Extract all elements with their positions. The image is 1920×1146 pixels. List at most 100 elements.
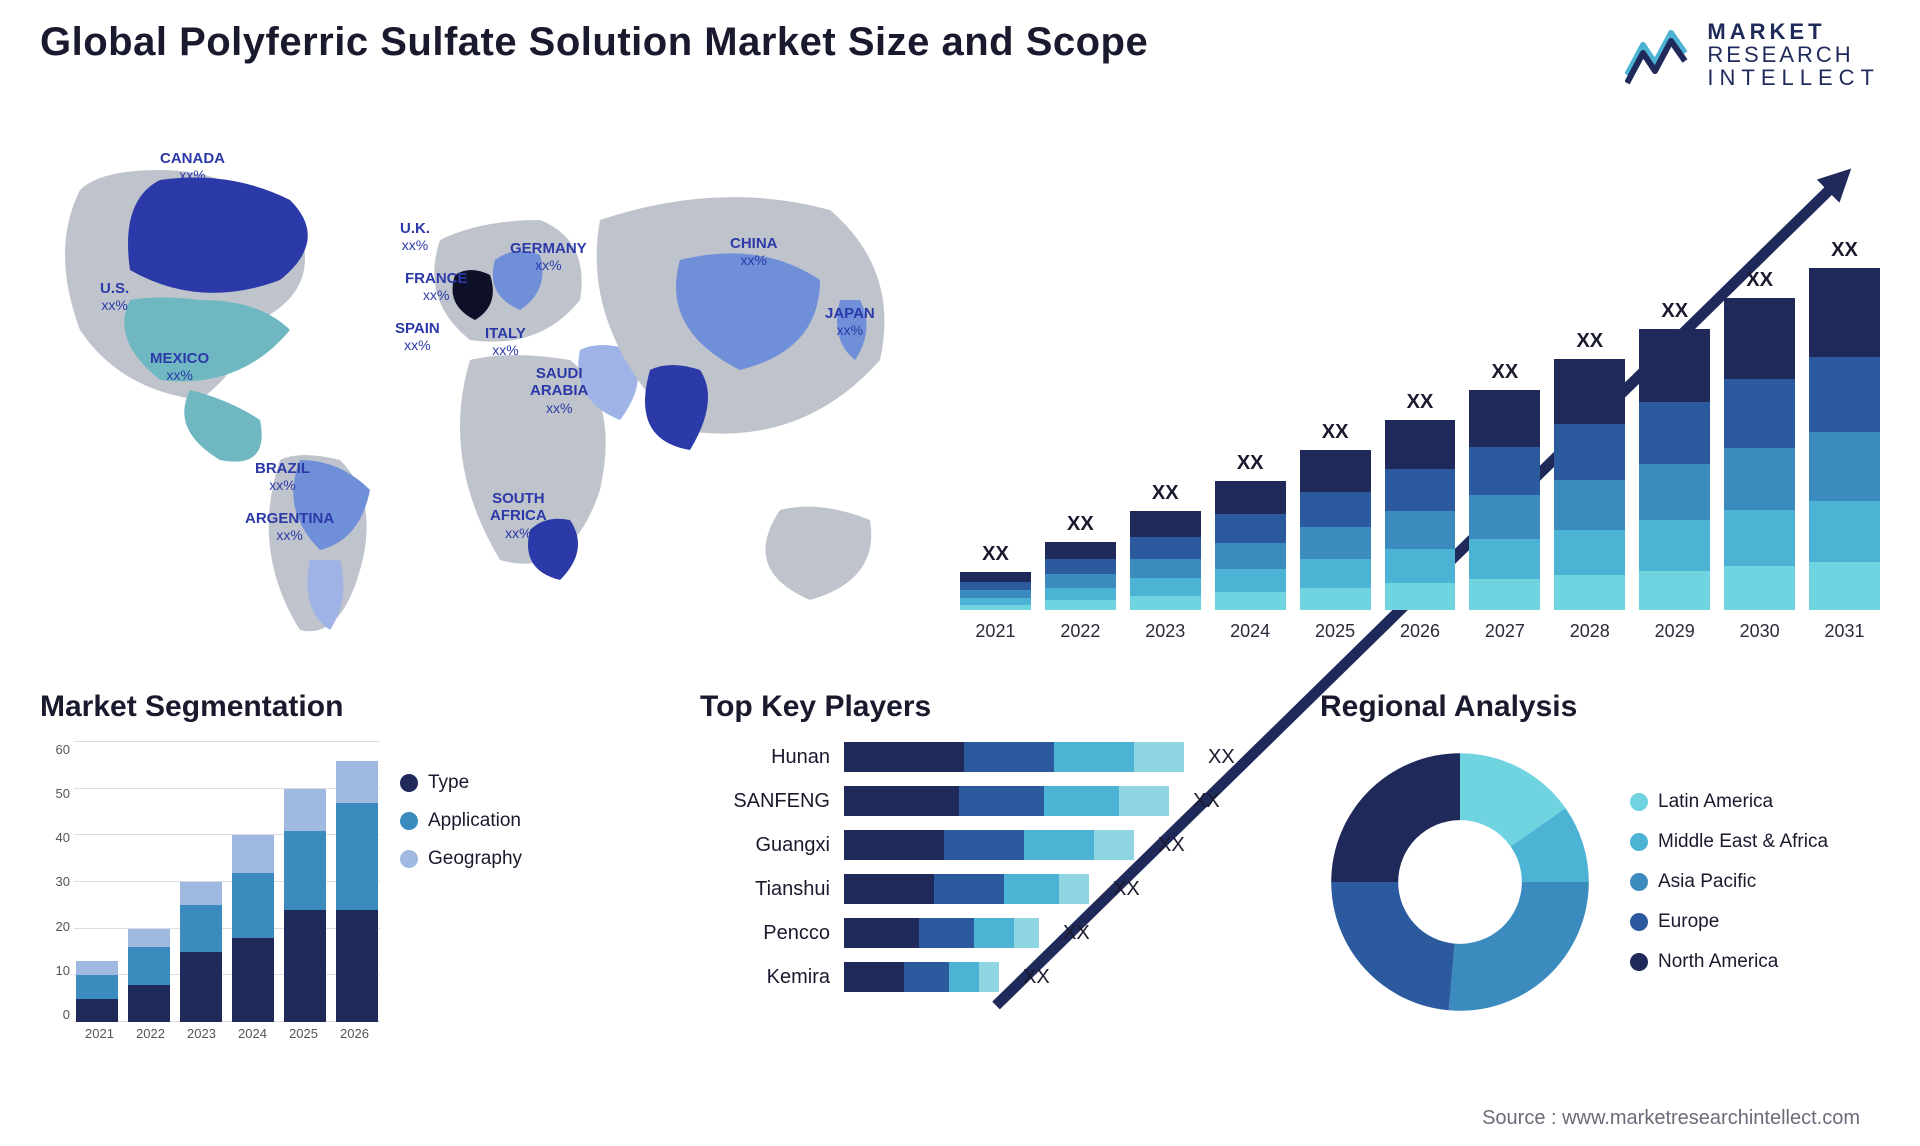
player-value: XX [1063, 922, 1090, 945]
header: Global Polyferric Sulfate Solution Marke… [40, 20, 1880, 89]
map-label: FRANCExx% [405, 270, 468, 303]
growth-bar-year: 2027 [1485, 621, 1525, 642]
seg-xlabel: 2026 [340, 1026, 369, 1052]
seg-bar [232, 835, 274, 1022]
seg-xlabel: 2023 [187, 1026, 216, 1052]
player-row: Hunan XX [700, 742, 1260, 772]
legend-label: North America [1658, 951, 1778, 973]
player-bar [844, 874, 1089, 904]
legend-item: Latin America [1630, 791, 1828, 813]
player-value: XX [1158, 834, 1185, 857]
player-value: XX [1113, 878, 1140, 901]
growth-bar-value: XX [1661, 300, 1688, 323]
growth-bar-value: XX [1576, 330, 1603, 353]
growth-bar-value: XX [1067, 513, 1094, 536]
player-name: Tianshui [700, 878, 830, 901]
player-value: XX [1208, 746, 1235, 769]
players-title: Top Key Players [700, 690, 1260, 724]
growth-bar: XX2030 [1724, 170, 1795, 610]
growth-bar-value: XX [1746, 269, 1773, 292]
map-label: CANADAxx% [160, 150, 225, 183]
segmentation-title: Market Segmentation [40, 690, 600, 724]
players-list: Hunan XX SANFENG XX Guangxi XX Tianshui XX Pencc… [700, 742, 1260, 992]
growth-bar-value: XX [1831, 239, 1858, 262]
growth-bar-value: XX [1152, 482, 1179, 505]
logo-line1: MARKET [1707, 20, 1880, 43]
map-label: ITALYxx% [485, 325, 526, 358]
legend-swatch-icon [400, 812, 418, 830]
seg-xlabel: 2022 [136, 1026, 165, 1052]
growth-bar-value: XX [982, 543, 1009, 566]
growth-bar-year: 2021 [975, 621, 1015, 642]
player-row: Guangxi XX [700, 830, 1260, 860]
seg-ytick: 0 [40, 1007, 70, 1022]
regional-panel: Regional Analysis Latin America Middle Ea… [1320, 690, 1880, 1022]
growth-bar-value: XX [1492, 361, 1519, 384]
legend-swatch-icon [1630, 833, 1648, 851]
player-bar [844, 830, 1134, 860]
seg-bar [76, 961, 118, 1022]
growth-bar: XX2027 [1469, 170, 1540, 610]
seg-xlabel: 2025 [289, 1026, 318, 1052]
legend-swatch-icon [1630, 953, 1648, 971]
map-label: BRAZILxx% [255, 460, 310, 493]
players-panel: Top Key Players Hunan XX SANFENG XX Guangxi X… [700, 690, 1260, 992]
player-name: Pencco [700, 922, 830, 945]
growth-bar: XX2022 [1045, 170, 1116, 610]
player-bar [844, 918, 1039, 948]
map-label: U.S.xx% [100, 280, 129, 313]
logo-icon [1625, 25, 1695, 85]
growth-bar-year: 2029 [1655, 621, 1695, 642]
growth-chart-panel: XX2021XX2022XX2023XX2024XX2025XX2026XX20… [960, 130, 1880, 650]
growth-bar-year: 2031 [1824, 621, 1864, 642]
seg-ytick: 50 [40, 786, 70, 801]
growth-bar: XX2028 [1554, 170, 1625, 610]
growth-bar-year: 2028 [1570, 621, 1610, 642]
player-bar [844, 742, 1184, 772]
seg-xlabel: 2024 [238, 1026, 267, 1052]
regional-legend: Latin America Middle East & Africa Asia Pa… [1630, 791, 1828, 973]
legend-label: Geography [428, 848, 522, 870]
legend-item: Geography [400, 848, 522, 870]
seg-xlabel: 2021 [85, 1026, 114, 1052]
player-name: SANFENG [700, 790, 830, 813]
legend-swatch-icon [1630, 873, 1648, 891]
legend-label: Asia Pacific [1658, 871, 1756, 893]
legend-item: Europe [1630, 911, 1828, 933]
player-name: Hunan [700, 746, 830, 769]
player-name: Kemira [700, 966, 830, 989]
seg-bar [284, 789, 326, 1022]
legend-swatch-icon [1630, 913, 1648, 931]
donut-slice [1331, 753, 1460, 882]
growth-bar-year: 2023 [1145, 621, 1185, 642]
growth-bar-year: 2026 [1400, 621, 1440, 642]
seg-bar [128, 929, 170, 1022]
growth-bar: XX2025 [1300, 170, 1371, 610]
growth-bar-year: 2022 [1060, 621, 1100, 642]
map-label: ARGENTINAxx% [245, 510, 334, 543]
map-label: SAUDIARABIAxx% [530, 365, 588, 416]
donut-slice [1331, 882, 1454, 1010]
map-label: CHINAxx% [730, 235, 778, 268]
seg-ytick: 10 [40, 963, 70, 978]
seg-ytick: 40 [40, 830, 70, 845]
seg-bar [336, 761, 378, 1022]
regional-title: Regional Analysis [1320, 690, 1880, 724]
legend-label: Middle East & Africa [1658, 831, 1828, 853]
player-row: Tianshui XX [700, 874, 1260, 904]
growth-bar-year: 2030 [1740, 621, 1780, 642]
legend-item: Application [400, 810, 522, 832]
growth-bar-value: XX [1407, 391, 1434, 414]
growth-bar-value: XX [1322, 421, 1349, 444]
growth-bar: XX2023 [1130, 170, 1201, 610]
player-bar [844, 786, 1169, 816]
logo-line2: RESEARCH [1707, 43, 1880, 66]
seg-bar [180, 882, 222, 1022]
map-label: U.K.xx% [400, 220, 430, 253]
map-label: INDIAxx% [650, 390, 691, 423]
legend-label: Type [428, 772, 469, 794]
growth-bar: XX2024 [1215, 170, 1286, 610]
player-row: KemiraXX [700, 962, 1260, 992]
player-name: Guangxi [700, 834, 830, 857]
legend-label: Application [428, 810, 521, 832]
